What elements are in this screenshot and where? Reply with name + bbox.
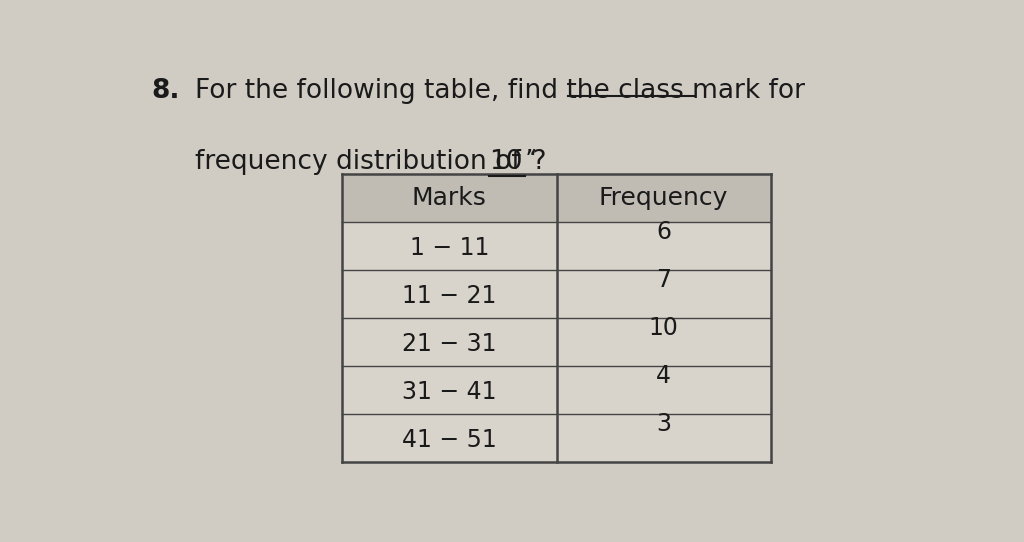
Text: 7: 7 [656, 268, 671, 292]
Text: 41 − 51: 41 − 51 [402, 428, 497, 452]
Text: 3: 3 [656, 412, 671, 436]
Text: 6: 6 [656, 220, 671, 244]
Text: 8.: 8. [152, 78, 180, 104]
Text: 10: 10 [489, 149, 522, 175]
Text: ’?: ’? [524, 149, 547, 175]
Text: frequency distribution of ‘: frequency distribution of ‘ [196, 149, 538, 175]
Text: 1 − 11: 1 − 11 [410, 236, 489, 260]
Text: 4: 4 [656, 364, 671, 388]
Text: For the following table, find the class mark for: For the following table, find the class … [196, 78, 806, 104]
Text: 11 − 21: 11 − 21 [402, 284, 497, 308]
Text: Marks: Marks [412, 185, 486, 210]
Text: 10: 10 [649, 316, 679, 340]
Text: Frequency: Frequency [599, 185, 728, 210]
Text: 21 − 31: 21 − 31 [402, 332, 497, 356]
Text: 31 − 41: 31 − 41 [402, 380, 497, 404]
